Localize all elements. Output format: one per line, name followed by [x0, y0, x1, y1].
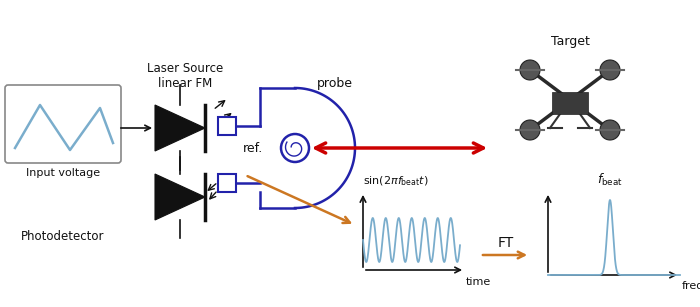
Text: time: time [466, 277, 491, 287]
Polygon shape [552, 92, 588, 114]
Text: Target: Target [551, 35, 589, 48]
Bar [218, 117, 236, 135]
Polygon shape [155, 105, 205, 151]
FancyBboxPatch shape [5, 85, 121, 163]
Circle shape [600, 120, 620, 140]
Text: FT: FT [498, 236, 514, 250]
Text: Photodetector: Photodetector [21, 230, 105, 243]
Text: Input voltage: Input voltage [26, 168, 100, 178]
Polygon shape [155, 174, 205, 220]
Text: ref.: ref. [243, 142, 263, 154]
Circle shape [520, 60, 540, 80]
Text: $f_{\mathrm{beat}}$: $f_{\mathrm{beat}}$ [597, 172, 623, 188]
Circle shape [281, 134, 309, 162]
Bar [218, 174, 236, 192]
Text: Laser Source
linear FM: Laser Source linear FM [147, 62, 223, 90]
Circle shape [520, 120, 540, 140]
Circle shape [600, 60, 620, 80]
Text: probe: probe [317, 76, 353, 90]
Text: $\sin(2\pi f_{\mathrm{beat}}t)$: $\sin(2\pi f_{\mathrm{beat}}t)$ [363, 174, 428, 188]
Text: freq.: freq. [682, 281, 700, 291]
